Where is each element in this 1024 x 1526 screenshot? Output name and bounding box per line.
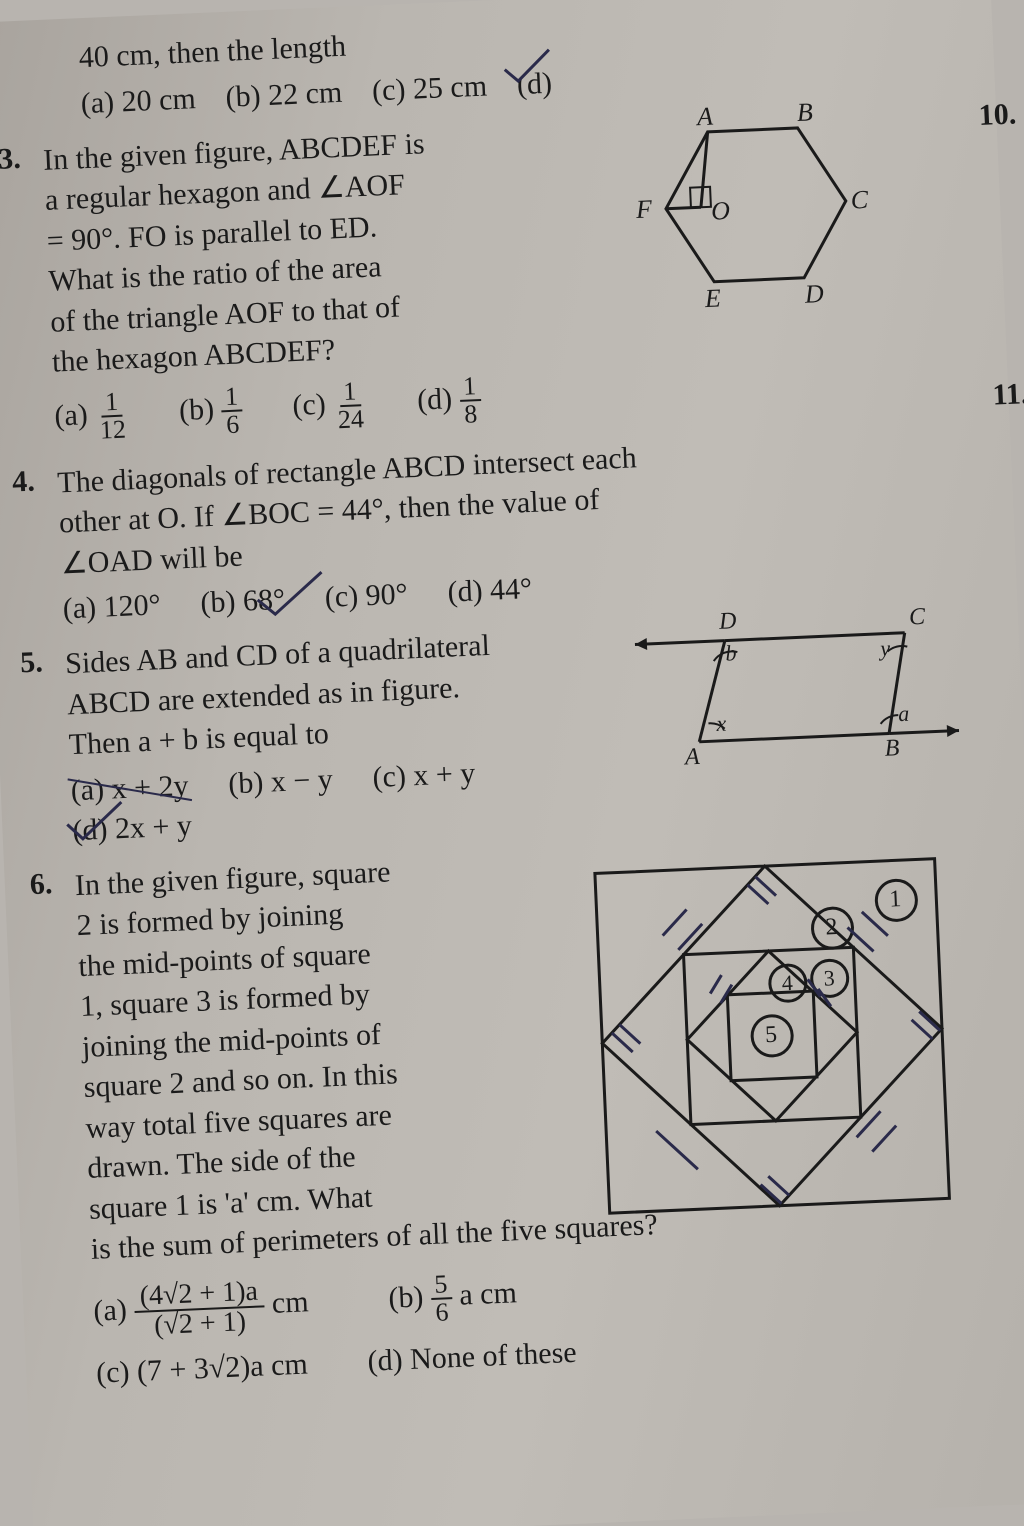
- q6-figure: 1 2 3 4 5: [564, 827, 981, 1249]
- q3-c-d: 24: [333, 405, 368, 432]
- q3-b: (b) 16: [178, 383, 244, 440]
- lbl-b: b: [725, 640, 737, 666]
- lbl-A: A: [696, 101, 713, 132]
- lbl-y: y: [880, 635, 891, 661]
- q5-figure: D C A B b y x a: [624, 600, 971, 780]
- q6-b-n: 5: [430, 1271, 452, 1300]
- q3-a-label: (a): [54, 398, 89, 432]
- lbl-C: C: [908, 604, 925, 632]
- q6-text: In the given figure, square 2 is formed …: [74, 845, 569, 1230]
- q3-b-n: 1: [220, 383, 242, 412]
- lbl-O: O: [710, 195, 730, 226]
- lbl-B: B: [796, 97, 813, 128]
- q5-num: 5.: [19, 645, 43, 680]
- opt-c: (c) 25 cm: [371, 69, 487, 108]
- q3-a: (a) 112: [53, 388, 130, 445]
- lbl-4: 4: [781, 969, 793, 995]
- q5-c: (c) x + y: [372, 756, 476, 794]
- q4-num: 4.: [12, 464, 36, 499]
- q5-text: Sides AB and CD of a quadrilateral ABCD …: [64, 620, 629, 766]
- lbl-F: F: [635, 194, 652, 225]
- q4-d: (d) 44°: [447, 572, 533, 610]
- q6-a-unit: cm: [271, 1285, 309, 1320]
- q3-figure: A B C D E F O: [611, 94, 881, 330]
- lbl-C: C: [850, 184, 869, 215]
- q6-b-tail: a cm: [459, 1276, 518, 1311]
- q6: 6. In the given figure, square 2 is form…: [74, 826, 1010, 1390]
- q4: 4. The diagonals of rectangle ABCD inter…: [56, 423, 976, 626]
- lbl-2: 2: [825, 913, 838, 940]
- q6-a: (a) (4√2 + 1)a (√2 + 1) cm: [92, 1275, 310, 1342]
- q5-b: (b) x − y: [228, 762, 334, 801]
- q6-c: (c) (7 + 3√2)a cm: [95, 1347, 308, 1390]
- lbl-A: A: [684, 744, 700, 772]
- lbl-D: D: [804, 278, 824, 309]
- side-num-11: 11.: [992, 377, 1024, 413]
- q6-a-den: (√2 + 1): [150, 1307, 251, 1339]
- opt-b: (b) 22 cm: [225, 75, 343, 114]
- lbl-3: 3: [823, 965, 835, 991]
- q3: 3. In the given figure, ABCDEF is a regu…: [42, 101, 968, 446]
- q4-c: (c) 90°: [324, 577, 408, 615]
- q3-a-d: 12: [95, 416, 130, 443]
- q3-a-n: 1: [101, 388, 123, 417]
- q6-b: (b) 56 a cm: [387, 1268, 518, 1328]
- q3-c-n: 1: [339, 378, 361, 407]
- q6-b-label: (b): [388, 1280, 424, 1314]
- q3-num: 3.: [0, 141, 21, 176]
- lbl-x: x: [716, 711, 727, 737]
- opt-a: (a) 20 cm: [80, 82, 196, 121]
- lbl-D: D: [718, 608, 737, 636]
- q3-b-d: 6: [222, 411, 244, 438]
- q6-b-d: 6: [431, 1299, 453, 1326]
- q5: 5. Sides AB and CD of a quadrilateral AB…: [64, 605, 986, 848]
- q6-num: 6.: [29, 867, 53, 902]
- q3-d-d: 8: [460, 401, 482, 428]
- pen-tick-icon: [61, 802, 133, 850]
- lbl-B: B: [884, 735, 900, 763]
- q3-d-n: 1: [459, 373, 481, 402]
- q3-b-label: (b): [178, 392, 214, 426]
- lbl-1: 1: [889, 886, 902, 913]
- lbl-E: E: [704, 283, 721, 314]
- q3-d: (d) 18: [416, 373, 482, 430]
- q6-a-label: (a): [93, 1293, 128, 1327]
- q6-d: (d) None of these: [367, 1335, 577, 1378]
- page: 40 cm, then the length (a) 20 cm (b) 22 …: [0, 0, 1024, 1526]
- pen-tick-icon: [499, 47, 561, 90]
- q3-d-label: (d): [416, 382, 452, 416]
- q3-c-label: (c): [292, 387, 327, 421]
- lbl-5: 5: [765, 1021, 778, 1048]
- q4-a: (a) 120°: [62, 588, 161, 626]
- pen-tick-icon: [252, 571, 334, 624]
- q3-c: (c) 124: [291, 377, 368, 434]
- q3-text: In the given figure, ABCDEF is a regular…: [42, 116, 612, 383]
- lbl-a: a: [898, 701, 910, 727]
- q5-opts: (a) x + 2y (b) x − y (c) x + y (d) 2x + …: [70, 752, 573, 848]
- side-num-10: 10.: [978, 97, 1017, 133]
